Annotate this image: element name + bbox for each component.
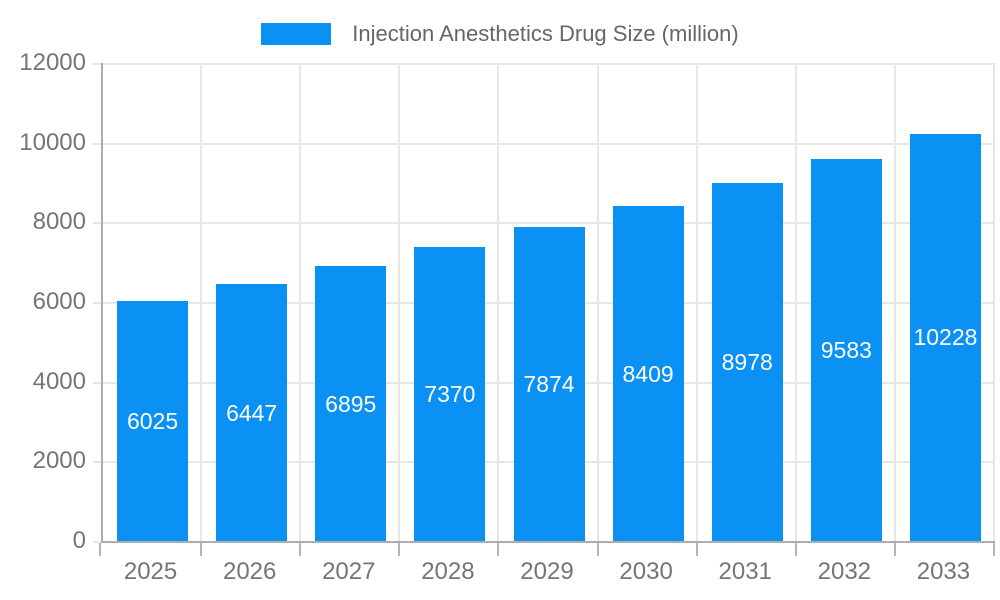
bar[interactable]: 6447 [216,284,288,541]
x-axis-tick [398,543,401,556]
bar-value-label: 9583 [820,337,872,364]
legend-item[interactable]: Injection Anesthetics Drug Size (million… [261,21,739,47]
x-axis-tick [299,543,302,556]
legend-swatch-icon [261,23,332,45]
x-axis-tick-label: 2025 [123,558,178,585]
y-axis-tick [93,142,101,145]
gridline-vertical [299,63,302,541]
legend-label: Injection Anesthetics Drug Size (million… [352,21,739,46]
y-axis-tick-label: 12000 [19,49,86,76]
x-axis-tick [993,543,995,556]
y-axis-tick-label: 8000 [32,208,86,236]
bar-value-label: 8978 [721,349,773,376]
bar[interactable]: 8409 [612,206,684,541]
x-axis-tick [695,543,698,556]
bar-value-label: 7370 [424,381,476,408]
gridline-vertical [794,63,797,541]
x-axis-tick-label: 2028 [421,558,475,585]
bar-value-label: 7874 [523,371,575,398]
bar-value-label: 10228 [913,324,978,351]
x-axis-tick-label: 2031 [718,558,772,585]
bar[interactable]: 10228 [909,133,981,541]
y-axis-tick [93,63,101,65]
x-axis-tick [596,543,599,556]
x-axis-tick [794,543,797,556]
y-axis-tick-label: 4000 [32,367,86,395]
y-axis-tick [93,222,101,225]
x-axis-tick-label: 2027 [322,558,376,585]
gridline-vertical [596,63,599,541]
gridline-horizontal [103,63,995,65]
y-axis-tick [93,541,101,543]
gridline-vertical [893,63,896,541]
x-axis-tick-label: 2030 [619,558,673,585]
gridline-vertical [695,63,698,541]
bar[interactable]: 7370 [414,247,486,541]
x-axis-tick-label: 2033 [916,558,971,585]
bar[interactable]: 6025 [117,301,189,541]
bar[interactable]: 7874 [513,227,585,541]
x-axis-tick-label: 2026 [222,558,277,585]
y-axis-tick-label: 10000 [19,128,86,156]
bar[interactable]: 9583 [810,159,882,541]
bar-value-label: 6025 [126,408,179,434]
gridline-vertical [993,63,995,541]
gridline-horizontal [103,142,995,145]
x-axis-tick [893,543,896,556]
bar-value-label: 8409 [622,360,674,387]
gridline-vertical [200,63,203,541]
x-axis-tick [200,543,203,556]
x-axis-tick [99,543,101,556]
x-axis-tick-label: 2032 [817,558,872,585]
chart-legend: Injection Anesthetics Drug Size (million… [0,21,1000,47]
gridline-horizontal [103,222,995,225]
y-axis-tick-label: 2000 [32,447,86,475]
bar[interactable]: 6895 [315,266,387,541]
y-axis-tick [93,381,101,384]
plot-area: 6025 6447 6895 7370 7874 8409 8978 9583 10228 [101,63,995,543]
y-axis-tick-label: 0 [72,527,86,554]
bar-value-label: 6895 [325,390,377,417]
x-axis-tick-label: 2029 [520,558,574,585]
bar-value-label: 6447 [226,399,278,426]
gridline-vertical [398,63,401,541]
x-axis-tick [497,543,500,556]
y-axis-tick [93,302,101,304]
y-axis-tick-label: 6000 [32,288,86,315]
y-axis-tick [93,461,101,464]
gridline-vertical [497,63,500,541]
bar[interactable]: 8978 [711,183,783,541]
